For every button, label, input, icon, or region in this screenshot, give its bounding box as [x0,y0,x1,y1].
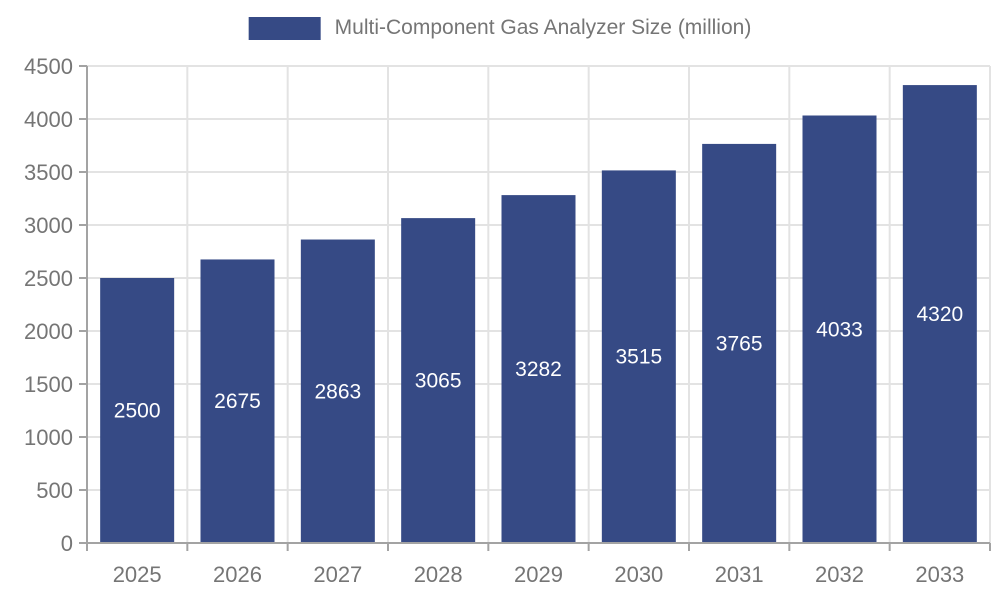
y-tick-label: 2500 [24,266,73,291]
y-tick-label: 4500 [24,54,73,79]
bar-value-label: 4320 [916,303,963,326]
legend-swatch [248,16,321,40]
bar-2032[interactable] [802,115,877,543]
bar-2029[interactable] [501,195,576,543]
bar-2027[interactable] [300,239,375,543]
x-tick-label: 2030 [614,562,663,587]
x-tick-label: 2029 [514,562,563,587]
y-tick-label: 4000 [24,107,73,132]
x-tick-label: 2028 [414,562,463,587]
y-tick-label: 2000 [24,319,73,344]
legend[interactable]: Multi-Component Gas Analyzer Size (milli… [248,16,752,40]
x-tick-label: 2032 [815,562,864,587]
x-tick-label: 2026 [213,562,262,587]
x-tick-label: 2033 [915,562,964,587]
bar-2028[interactable] [401,218,476,544]
bar-2025[interactable] [100,278,175,543]
y-tick-label: 3000 [24,213,73,238]
bar-value-label: 3765 [716,332,763,355]
bar-value-label: 2500 [114,400,161,423]
y-tick-label: 1500 [24,372,73,397]
bar-2026[interactable] [200,259,275,543]
bar-value-label: 3515 [615,346,662,369]
x-tick-label: 2031 [715,562,764,587]
x-tick-label: 2027 [313,562,362,587]
bar-value-label: 2675 [214,390,261,413]
y-tick-label: 0 [61,531,73,556]
bar-value-label: 2863 [314,380,361,403]
bar-2031[interactable] [702,143,777,543]
bar-2033[interactable] [902,85,977,543]
y-tick-label: 500 [36,478,73,503]
y-tick-label: 1000 [24,425,73,450]
bar-value-label: 3282 [515,358,562,381]
x-tick-label: 2025 [113,562,162,587]
bar-value-label: 3065 [415,370,462,393]
y-tick-label: 3500 [24,160,73,185]
bar-value-label: 4033 [816,318,863,341]
legend-label: Multi-Component Gas Analyzer Size (milli… [334,16,752,39]
bar-2030[interactable] [601,170,676,543]
